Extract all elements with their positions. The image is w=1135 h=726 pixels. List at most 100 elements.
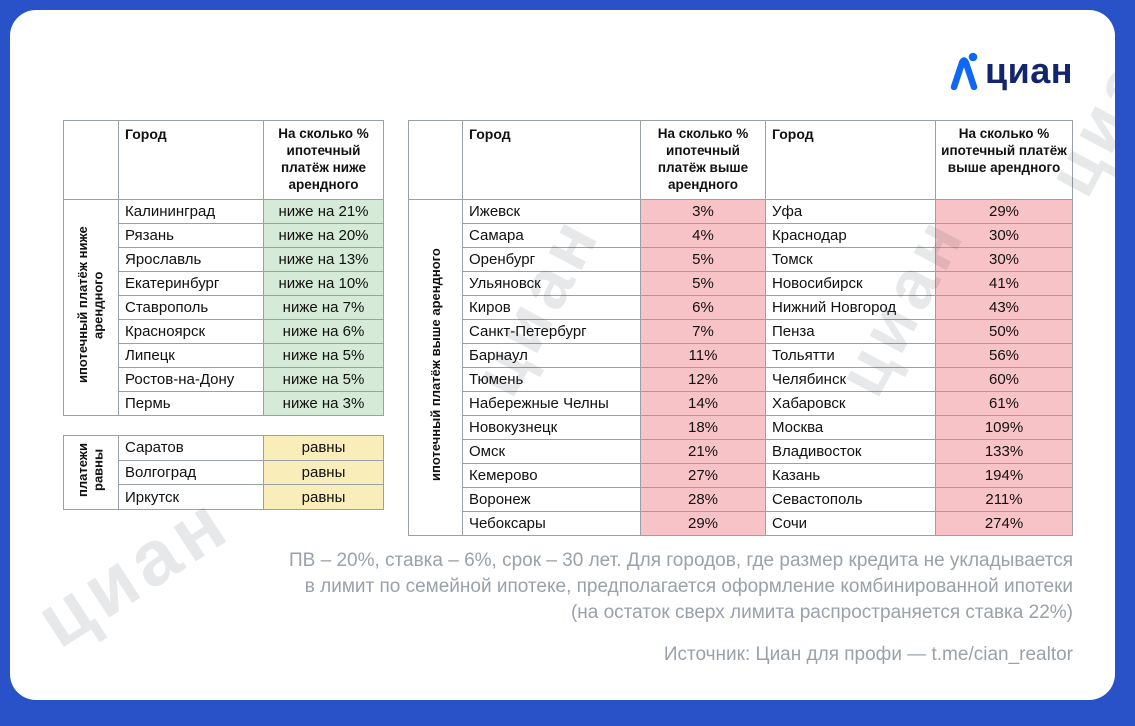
value-cell: 4% — [640, 222, 766, 248]
table-row: Тюмень 12% Челябинск 60% — [409, 366, 1073, 392]
table-row: Самара 4% Краснодар 30% — [409, 222, 1073, 248]
city-cell: Липецк — [118, 342, 264, 368]
city-cell: Ярославль — [118, 246, 264, 272]
value-cell: 6% — [640, 294, 766, 320]
column-header-city-2: Город — [765, 120, 936, 200]
city-cell: Набережные Челны — [462, 390, 641, 416]
value-cell: 50% — [935, 318, 1073, 344]
table-row: Ульяновск 5% Новосибирск 41% — [409, 270, 1073, 296]
value-cell: 29% — [935, 198, 1073, 224]
corner-cell — [63, 120, 119, 200]
value-cell: ниже на 13% — [263, 246, 384, 272]
note-line: ПВ – 20%, ставка – 6%, срок – 30 лет. Дл… — [288, 550, 1073, 571]
city-cell: Уфа — [765, 198, 936, 224]
table-row: Омск 21% Владивосток 133% — [409, 438, 1073, 464]
table-row: Ростов-на-Дону ниже на 5% — [64, 366, 384, 392]
group-label-cell: ипотечный платёж выше арендного — [408, 198, 463, 536]
city-cell: Севастополь — [765, 486, 936, 512]
value-cell: равны — [263, 459, 384, 486]
value-cell: 43% — [935, 294, 1073, 320]
table-row: Красноярск ниже на 6% — [64, 318, 384, 344]
value-cell: 61% — [935, 390, 1073, 416]
city-cell: Красноярск — [118, 318, 264, 344]
value-cell: 30% — [935, 246, 1073, 272]
value-cell: равны — [263, 435, 384, 461]
lower-mortgage-table: Город На сколько % ипотечный платёж ниже… — [63, 120, 384, 416]
group-label-cell: платежи равны — [63, 435, 119, 510]
city-cell: Тюмень — [462, 366, 641, 392]
value-cell: 5% — [640, 246, 766, 272]
table-row: Кемерово 27% Казань 194% — [409, 462, 1073, 488]
value-cell: ниже на 10% — [263, 270, 384, 296]
table-header-row: Город На сколько % ипотечный платёж ниже… — [63, 120, 384, 200]
city-cell: Пермь — [118, 390, 264, 416]
value-cell: 5% — [640, 270, 766, 296]
value-cell: 28% — [640, 486, 766, 512]
city-cell: Хабаровск — [765, 390, 936, 416]
value-cell: 18% — [640, 414, 766, 440]
table-row: Липецк ниже на 5% — [64, 342, 384, 368]
table-row: Рязань ниже на 20% — [64, 222, 384, 248]
value-cell: ниже на 5% — [263, 366, 384, 392]
value-cell: 41% — [935, 270, 1073, 296]
city-cell: Санкт-Петербург — [462, 318, 641, 344]
table-row: платежи равны Саратов равны — [63, 435, 384, 510]
table-row: Киров 6% Нижний Новгород 43% — [409, 294, 1073, 320]
group-label-equal: платежи равны — [75, 443, 106, 497]
city-cell: Калининград — [118, 198, 264, 224]
column-header-higher-percent-2: На сколько % ипотечный платёж выше аренд… — [935, 120, 1073, 200]
equal-payments-table: платежи равны Саратов равны Волгоград рав… — [63, 435, 384, 510]
column-header-city-1: Город — [462, 120, 641, 200]
table-row: Чебоксары 29% Сочи 274% — [409, 510, 1073, 536]
value-cell: ниже на 7% — [263, 294, 384, 320]
value-cell: 30% — [935, 222, 1073, 248]
city-cell: Краснодар — [765, 222, 936, 248]
table-row: Ставрополь ниже на 7% — [64, 294, 384, 320]
city-cell: Волгоград — [118, 459, 264, 486]
city-cell: Кемерово — [462, 462, 641, 488]
cian-pin-icon — [950, 52, 978, 90]
city-cell: Томск — [765, 246, 936, 272]
table-row: Санкт-Петербург 7% Пенза 50% — [409, 318, 1073, 344]
value-cell: ниже на 6% — [263, 318, 384, 344]
value-cell: 133% — [935, 438, 1073, 464]
value-cell: 7% — [640, 318, 766, 344]
city-cell: Нижний Новгород — [765, 294, 936, 320]
column-header-lower-percent: На сколько % ипотечный платёж ниже аренд… — [263, 120, 384, 200]
value-cell: 56% — [935, 342, 1073, 368]
city-cell: Омск — [462, 438, 641, 464]
value-cell: 274% — [935, 510, 1073, 536]
assumptions-note: ПВ – 20%, ставка – 6%, срок – 30 лет. Дл… — [289, 548, 1073, 627]
city-cell: Сочи — [765, 510, 936, 536]
column-header-higher-percent-1: На сколько % ипотечный платёж выше аренд… — [640, 120, 766, 200]
value-cell: ниже на 5% — [263, 342, 384, 368]
city-cell: Новосибирск — [765, 270, 936, 296]
city-cell: Челябинск — [765, 366, 936, 392]
city-cell: Оренбург — [462, 246, 641, 272]
value-cell: 14% — [640, 390, 766, 416]
table-row: Воронеж 28% Севастополь 211% — [409, 486, 1073, 512]
city-cell: Рязань — [118, 222, 264, 248]
city-cell: Саратов — [118, 435, 264, 461]
note-line: (на остаток сверх лимита распространяетс… — [570, 602, 1073, 624]
table-row: Барнаул 11% Тольятти 56% — [409, 342, 1073, 368]
note-line: в лимит по семейной ипотеке, предполагае… — [304, 576, 1073, 598]
table-row: Иркутск равны — [64, 484, 384, 510]
city-cell: Иркутск — [118, 484, 264, 510]
table-header-row: Город На сколько % ипотечный платёж выше… — [408, 120, 1073, 200]
value-cell: 29% — [640, 510, 766, 536]
table-row: Набережные Челны 14% Хабаровск 61% — [409, 390, 1073, 416]
city-cell: Москва — [765, 414, 936, 440]
city-cell: Киров — [462, 294, 641, 320]
group-label-cell: ипотечный платёж ниже арендного — [63, 198, 119, 416]
value-cell: 21% — [640, 438, 766, 464]
city-cell: Тольятти — [765, 342, 936, 368]
city-cell: Екатеринбург — [118, 270, 264, 296]
column-header-city: Город — [118, 120, 264, 200]
city-cell: Новокузнецк — [462, 414, 641, 440]
group-label-lower: ипотечный платёж ниже арендного — [75, 226, 106, 383]
city-cell: Пенза — [765, 318, 936, 344]
table-row: Пермь ниже на 3% — [64, 390, 384, 416]
value-cell: 11% — [640, 342, 766, 368]
value-cell: ниже на 21% — [263, 198, 384, 224]
